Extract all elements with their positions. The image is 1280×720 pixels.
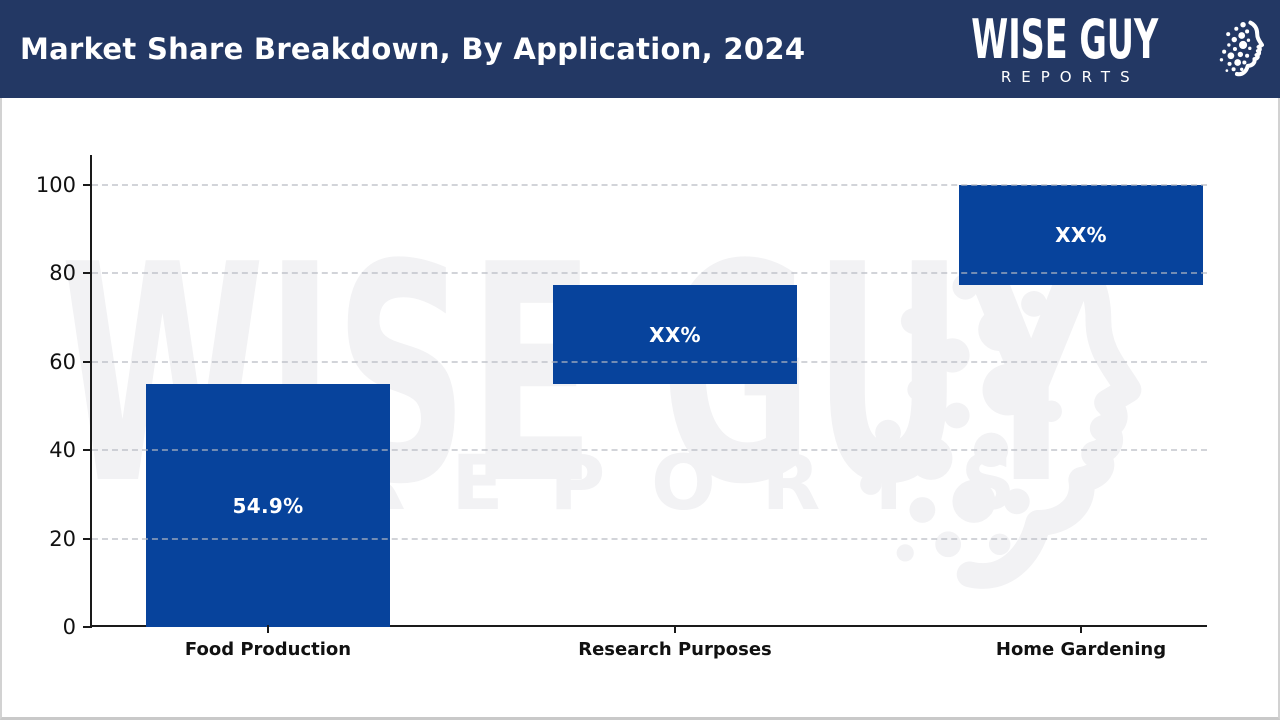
- logo-text: WISE GUY REPORTS: [914, 7, 1216, 86]
- x-category-label: Home Gardening: [995, 639, 1167, 660]
- y-tick-label: 60: [49, 349, 76, 374]
- gridline: [92, 272, 1207, 275]
- gridline: [92, 449, 1207, 452]
- y-tick-label: 80: [49, 261, 76, 286]
- y-tick-mark: [83, 272, 92, 275]
- chart-title: Market Share Breakdown, By Application, …: [20, 32, 806, 66]
- x-category-label: Research Purposes: [578, 639, 772, 660]
- wiseguy-head-icon: [1219, 20, 1264, 77]
- wiseguy-logo: WISE GUY REPORTS: [914, 6, 1266, 92]
- y-tick-label: 40: [49, 438, 76, 463]
- y-tick-mark: [83, 449, 92, 452]
- bar-food-production: 54.9%: [146, 384, 390, 627]
- bar-home-gardening: XX%: [959, 185, 1203, 285]
- x-tick-mark: [1080, 625, 1082, 633]
- x-category-label: Food Production: [184, 639, 352, 660]
- plot-area: 0 20 40 60 80 100 54.9% Food Production XX% Resea…: [36, 155, 1207, 660]
- x-tick-mark: [674, 625, 676, 633]
- logo-wordmark: WISE GUY: [971, 7, 1159, 71]
- bar-value-label: 54.9%: [232, 493, 304, 518]
- chart-canvas: WISE GUY REPORTS 0 20 40 60 80 100 54.9% Food P…: [0, 98, 1280, 720]
- gridline: [92, 537, 1207, 540]
- y-tick-mark: [83, 537, 92, 540]
- y-tick-label: 0: [62, 615, 76, 639]
- x-tick-mark: [267, 625, 269, 633]
- bar-research-purposes: XX%: [553, 284, 797, 385]
- y-tick-mark: [83, 360, 92, 363]
- bar-value-label: XX%: [649, 322, 701, 347]
- y-tick-mark: [83, 626, 92, 628]
- gridline: [92, 360, 1207, 363]
- header-banner: Market Share Breakdown, By Application, …: [0, 0, 1280, 98]
- y-tick-label: 100: [35, 173, 76, 197]
- gridline: [92, 184, 1207, 186]
- y-tick-label: 20: [49, 526, 76, 551]
- logo-subtitle: REPORTS: [1000, 67, 1140, 86]
- bar-value-label: XX%: [1055, 222, 1107, 247]
- y-tick-mark: [83, 184, 92, 186]
